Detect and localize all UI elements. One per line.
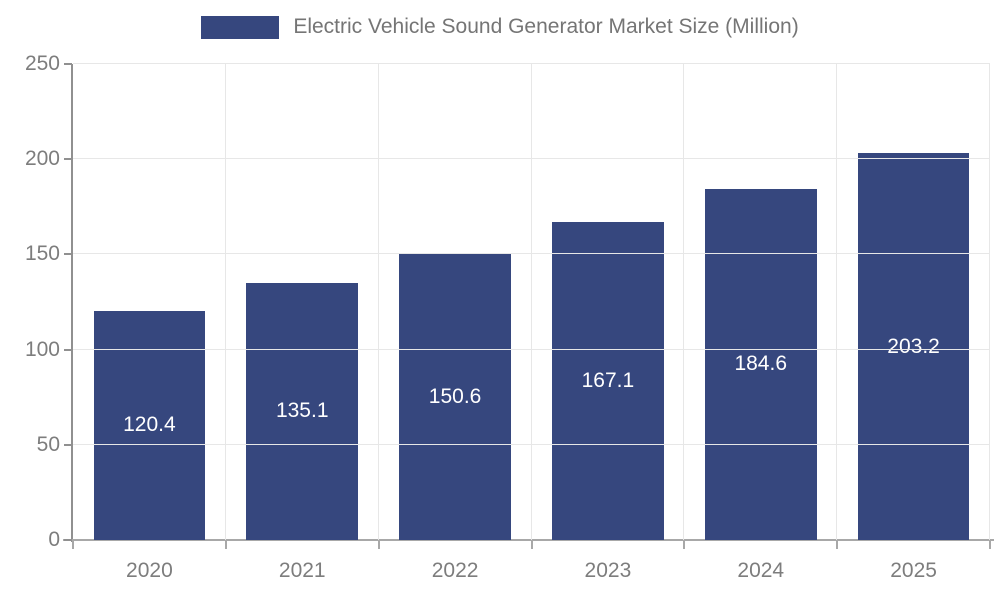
bar-2021: 135.1 (246, 282, 359, 540)
y-tick-label: 100 (24, 337, 60, 361)
gridline-vertical (683, 64, 685, 540)
x-tick-label: 2021 (278, 559, 326, 582)
bar-value-label: 184.6 (734, 352, 788, 376)
gridline-vertical (377, 64, 379, 540)
plot-area: 120.4 135.1 150.6 167.1 184.6 203.2 (73, 64, 990, 540)
gridline-vertical (530, 64, 532, 540)
gridline-vertical (836, 64, 838, 540)
x-axis-line (63, 539, 994, 541)
y-tick-label: 0 (48, 528, 60, 551)
gridline-horizontal (73, 443, 990, 445)
bar-2025: 203.2 (857, 153, 970, 540)
x-tick-label: 2025 (890, 559, 937, 582)
x-tick-mark (530, 540, 533, 549)
chart-title: Electric Vehicle Sound Generator Market … (293, 15, 799, 38)
bar-2024: 184.6 (704, 188, 817, 540)
y-tick-mark (64, 63, 72, 65)
y-tick-label: 200 (24, 147, 60, 171)
y-tick-label: 250 (24, 52, 60, 75)
gridline-vertical (224, 64, 226, 540)
bar-value-label: 167.1 (581, 368, 635, 392)
bar-value-label: 120.4 (123, 413, 176, 437)
gridline-horizontal (73, 63, 990, 64)
y-tick-label: 50 (36, 432, 60, 456)
y-axis-line (71, 64, 73, 542)
gridline-horizontal (73, 253, 990, 255)
x-tick-label: 2023 (584, 559, 632, 582)
bar-2023: 167.1 (552, 221, 664, 540)
x-tick-mark (836, 540, 839, 549)
legend-item[interactable]: Electric Vehicle Sound Generator Market … (0, 15, 1000, 39)
x-tick-mark (683, 540, 686, 549)
x-tick-mark (224, 540, 227, 549)
y-tick-mark (64, 539, 72, 541)
bar-2022: 150.6 (399, 253, 511, 540)
y-tick-mark (64, 158, 72, 161)
y-tick-mark (64, 253, 72, 256)
x-tick-label: 2022 (431, 559, 479, 582)
x-tick-label: 2024 (737, 559, 785, 582)
gridline-horizontal (73, 348, 990, 350)
x-tick-mark (377, 540, 380, 549)
x-tick-label: 2020 (126, 559, 173, 582)
x-tick-mark (989, 540, 991, 549)
gridline-vertical (989, 64, 990, 540)
x-tick-mark (72, 540, 74, 549)
y-tick-label: 150 (24, 242, 60, 266)
bar-2020: 120.4 (93, 310, 206, 540)
y-tick-mark (64, 443, 72, 446)
y-tick-mark (64, 348, 72, 351)
legend-swatch (201, 15, 280, 39)
bar-value-label: 203.2 (887, 334, 940, 358)
bar-value-label: 135.1 (275, 399, 329, 423)
gridline-horizontal (73, 158, 990, 160)
bar-value-label: 150.6 (428, 384, 482, 408)
